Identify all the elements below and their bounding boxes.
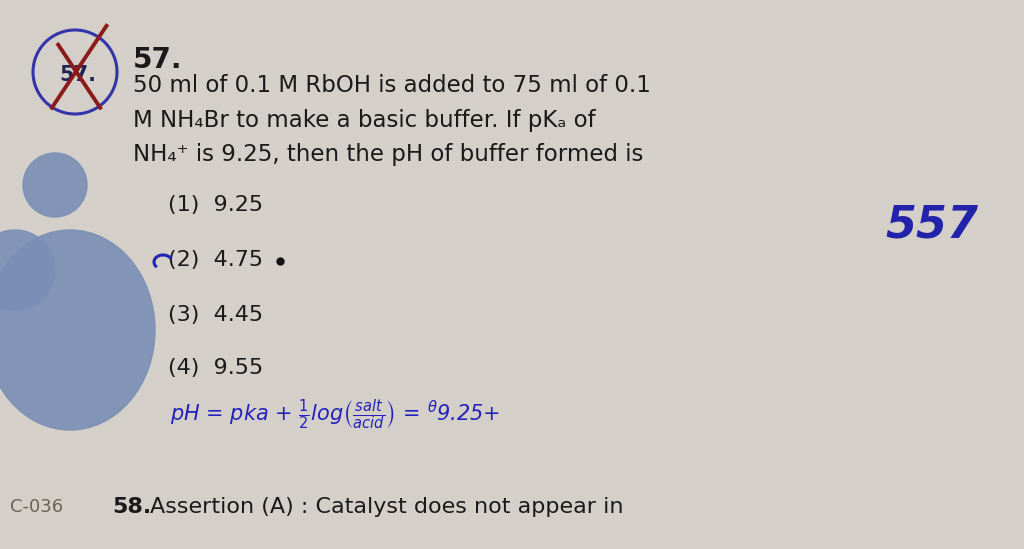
Text: 58.: 58.	[112, 497, 152, 517]
Text: 557: 557	[885, 204, 978, 247]
Text: 57.: 57.	[59, 65, 96, 85]
Circle shape	[23, 153, 87, 217]
Text: C-036: C-036	[10, 498, 63, 516]
Text: 50 ml of 0.1 M RbOH is added to 75 ml of 0.1: 50 ml of 0.1 M RbOH is added to 75 ml of…	[133, 74, 651, 97]
Text: M NH₄Br to make a basic buffer. If pKₐ of: M NH₄Br to make a basic buffer. If pKₐ o…	[133, 109, 596, 132]
Text: (2)  4.75: (2) 4.75	[168, 250, 263, 270]
Text: 57.: 57.	[133, 46, 182, 74]
Ellipse shape	[0, 230, 155, 430]
Circle shape	[0, 230, 55, 310]
Text: pH = pka + $\frac{1}{2}$log$\left(\frac{salt}{acid}\right)$ = $^{\theta}$9.25+: pH = pka + $\frac{1}{2}$log$\left(\frac{…	[170, 397, 500, 432]
Text: (3)  4.45: (3) 4.45	[168, 305, 263, 325]
Text: (1)  9.25: (1) 9.25	[168, 195, 263, 215]
Text: Assertion (A) : Catalyst does not appear in: Assertion (A) : Catalyst does not appear…	[150, 497, 624, 517]
Text: NH₄⁺ is 9.25, then the pH of buffer formed is: NH₄⁺ is 9.25, then the pH of buffer form…	[133, 143, 643, 166]
Text: (4)  9.55: (4) 9.55	[168, 358, 263, 378]
